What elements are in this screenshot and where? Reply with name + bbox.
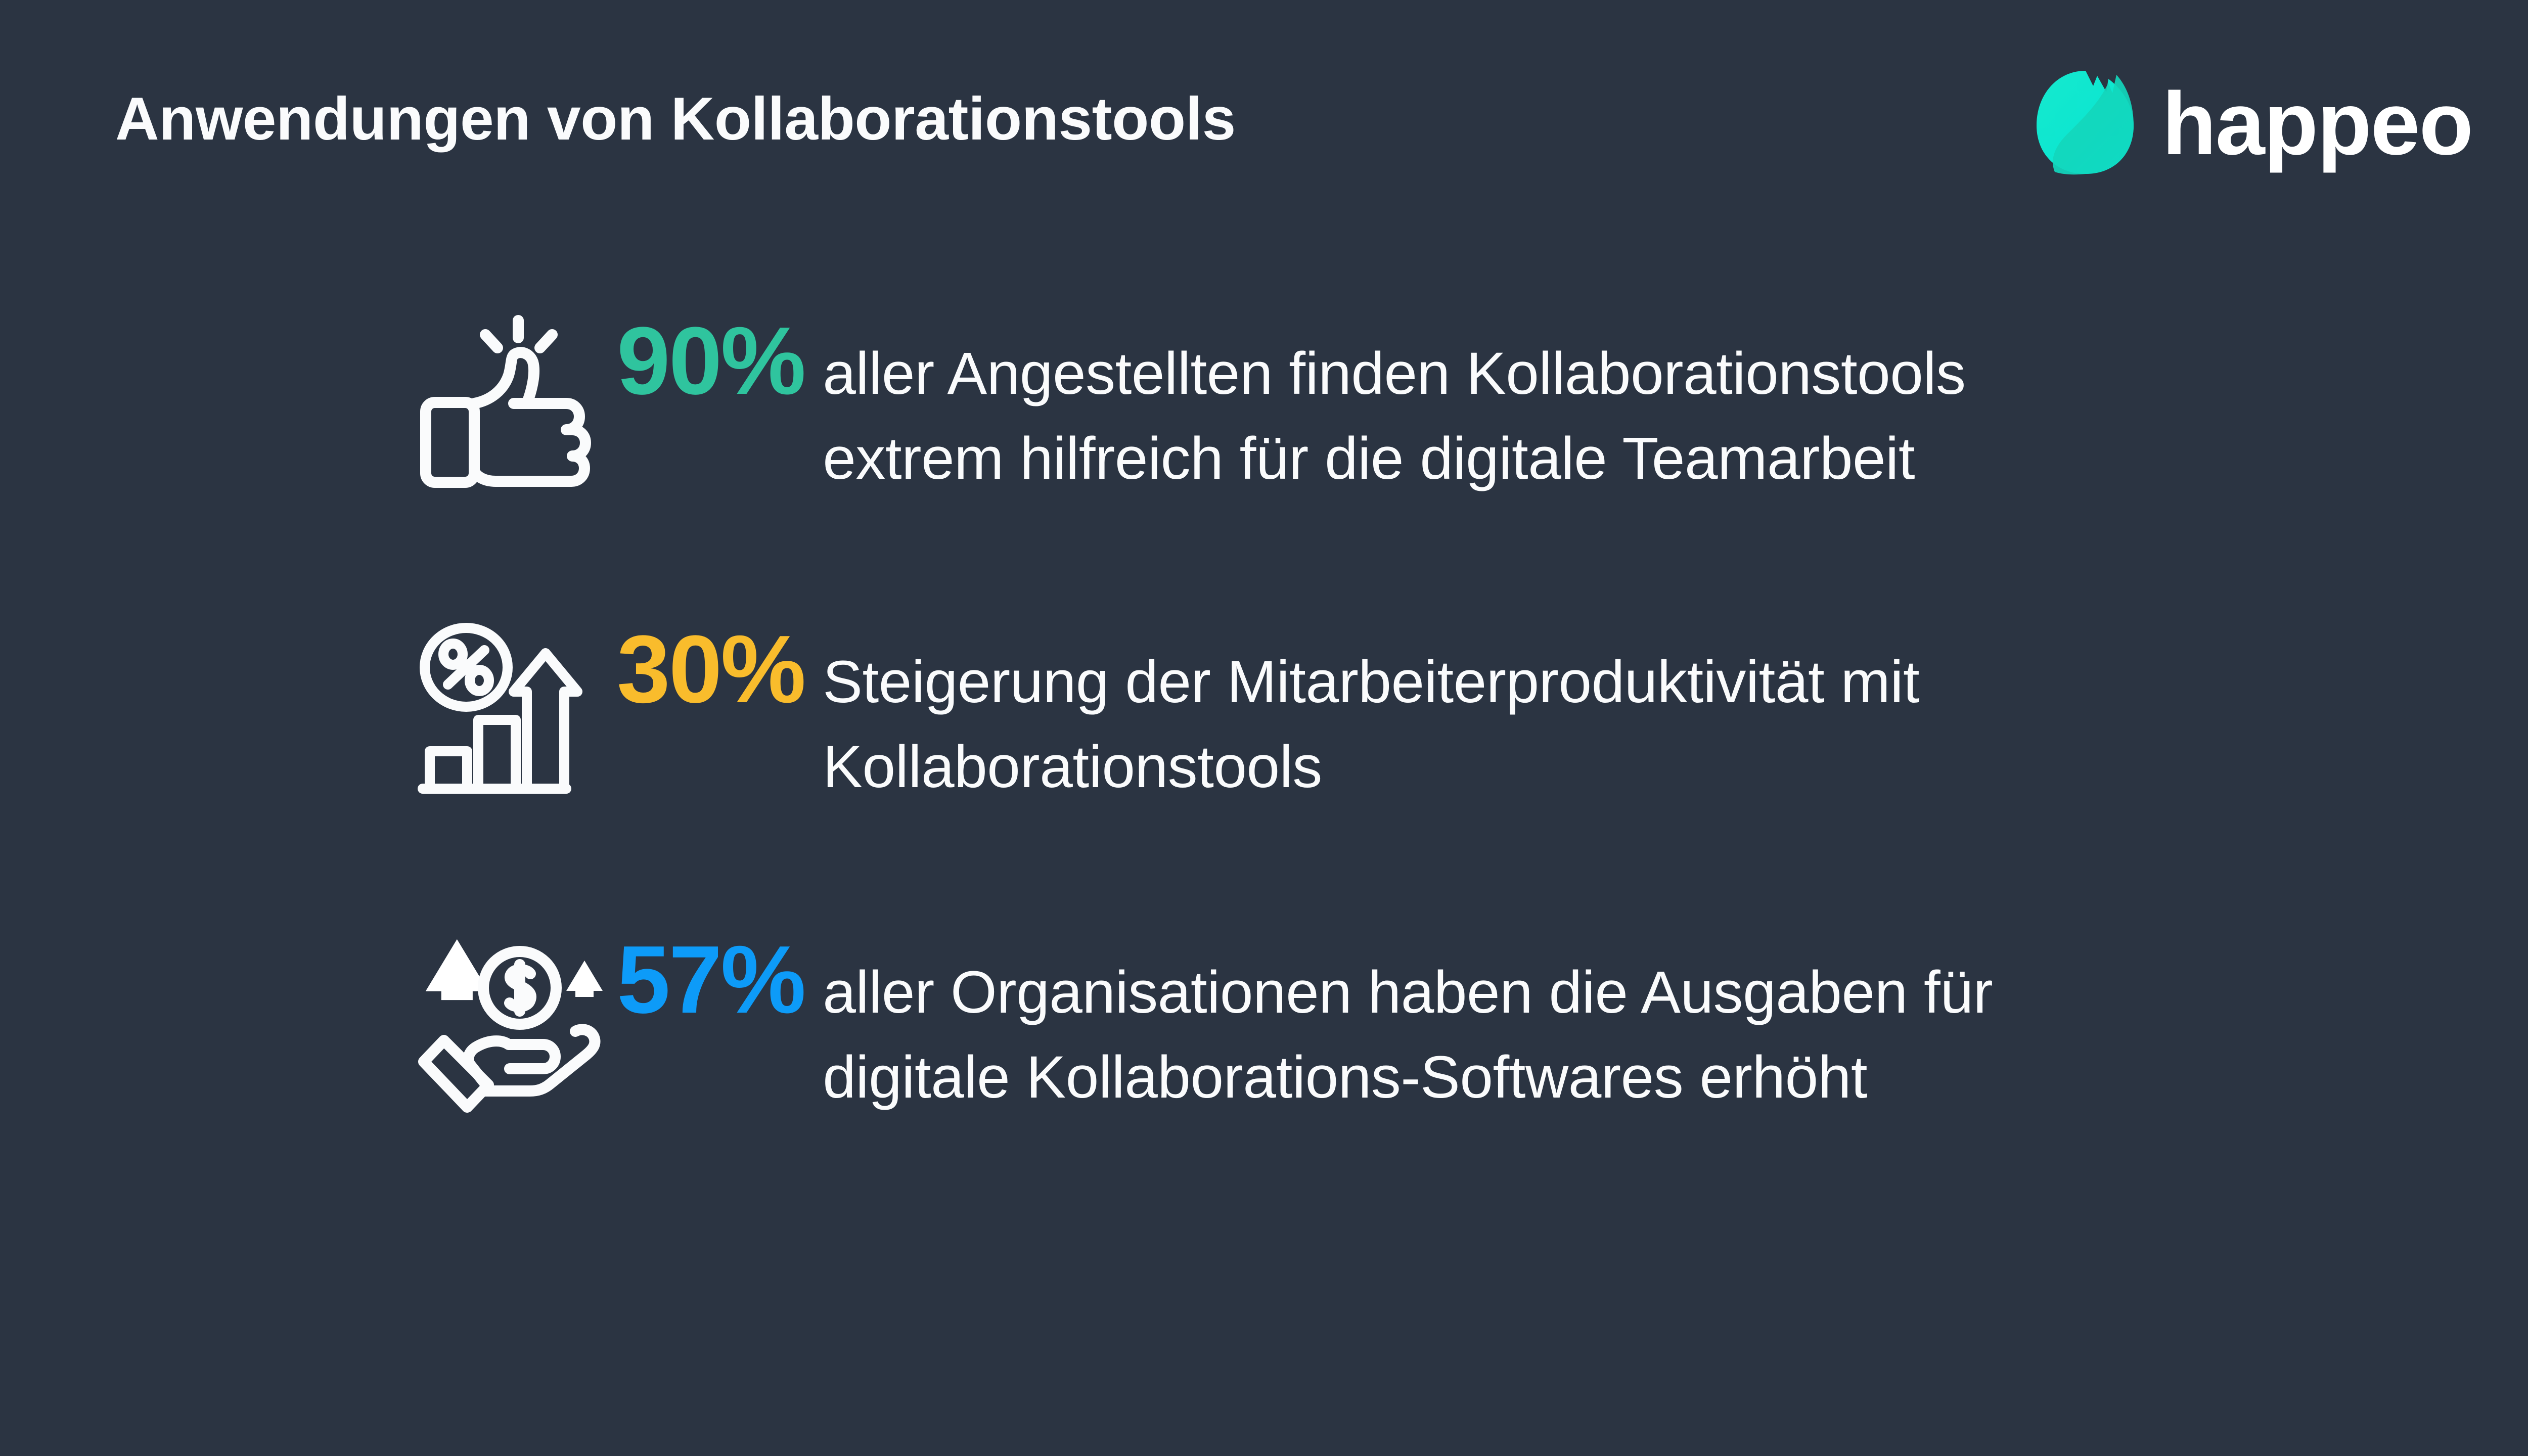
- stat-row: 57% aller Organisationen haben die Ausga…: [0, 922, 2528, 1175]
- growth-chart-percent-icon: [418, 623, 582, 794]
- hand-holding-coin-icon: [418, 939, 603, 1113]
- stat-description-line: digitale Kollaborations-Softwares erhöht: [823, 1043, 1868, 1111]
- stat-value: 30%: [617, 616, 806, 723]
- stats-list: 90% aller Angestellten finden Kollaborat…: [0, 303, 2528, 1175]
- page-title: Anwendungen von Kollaborationstools: [115, 85, 1236, 153]
- stat-value: 90%: [617, 307, 806, 415]
- thumbs-up-icon: [420, 315, 591, 488]
- stat-icon-wrapper: [415, 612, 617, 799]
- stat-description: Steigerung der Mitarbeiterproduktivität …: [823, 640, 1920, 809]
- stat-body: 90% aller Angestellten finden Kollaborat…: [617, 303, 2528, 501]
- stat-value: 57%: [617, 926, 806, 1033]
- happeo-leaf-icon: [2037, 71, 2134, 175]
- brand-logo[interactable]: happeo: [2033, 58, 2473, 179]
- stat-icon-wrapper: [415, 922, 617, 1124]
- happeo-wordmark: happeo: [2162, 74, 2473, 173]
- stat-description: aller Organisationen haben die Ausgaben …: [823, 950, 1993, 1120]
- stat-row: 90% aller Angestellten finden Kollaborat…: [0, 303, 2528, 556]
- stat-body: 30% Steigerung der Mitarbeiterproduktivi…: [617, 612, 2528, 809]
- stat-description-line: Kollaborationstools: [823, 733, 1322, 800]
- stat-description-line: aller Angestellten finden Kollaborations…: [823, 340, 1966, 407]
- stat-row: 30% Steigerung der Mitarbeiterproduktivi…: [0, 612, 2528, 864]
- stat-icon-wrapper: [415, 303, 617, 488]
- stat-description-line: extrem hilfreich für die digitale Teamar…: [823, 425, 1915, 492]
- stat-description: aller Angestellten finden Kollaborations…: [823, 332, 1966, 501]
- stat-description-line: aller Organisationen haben die Ausgaben …: [823, 959, 1993, 1026]
- header: Anwendungen von Kollaborationstools: [0, 0, 2528, 238]
- stat-body: 57% aller Organisationen haben die Ausga…: [617, 922, 2528, 1120]
- stat-description-line: Steigerung der Mitarbeiterproduktivität …: [823, 649, 1920, 715]
